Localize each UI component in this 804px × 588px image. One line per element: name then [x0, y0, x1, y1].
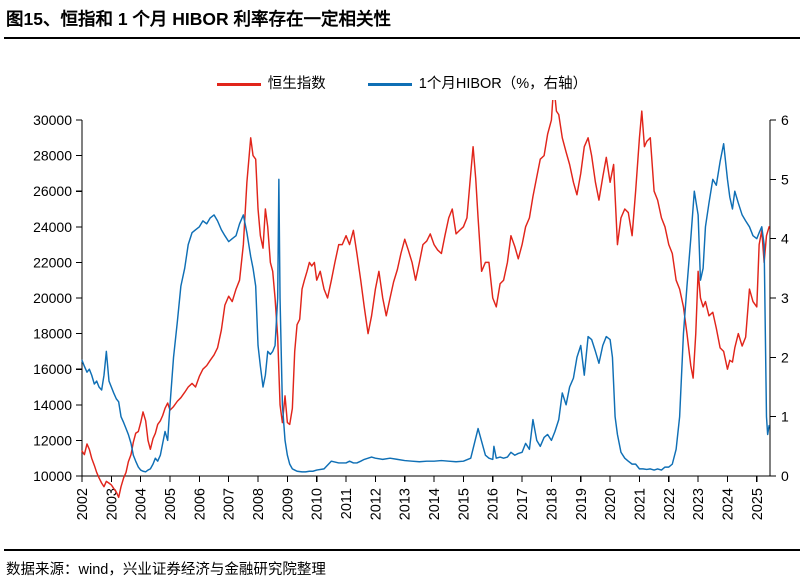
x-axis-tick-label: 2009 — [280, 488, 296, 520]
y-axis-right-tick-label: 6 — [781, 112, 789, 128]
x-axis-tick-label: 2012 — [368, 488, 384, 520]
y-axis-left-tick-label: 16000 — [33, 361, 72, 377]
y-axis-right-tick-label: 4 — [781, 231, 789, 247]
legend-swatch-hibor — [367, 82, 412, 86]
y-axis-left-tick-label: 28000 — [33, 148, 72, 164]
y-axis-left-tick-label: 20000 — [33, 290, 72, 306]
legend-item-hsi: 恒生指数 — [216, 75, 326, 92]
x-axis-tick-label: 2024 — [720, 488, 736, 520]
y-axis-left-tick-label: 22000 — [33, 254, 72, 270]
x-axis-tick-label: 2016 — [486, 488, 502, 520]
figure-title-bar: 图15、恒指和 1 个月 HIBOR 利率存在一定相关性 — [0, 0, 804, 38]
x-axis-tick-label: 2014 — [427, 488, 443, 520]
x-axis-tick-label: 2013 — [398, 488, 414, 520]
x-axis-tick-label: 2008 — [251, 488, 267, 520]
series-layer — [81, 100, 770, 499]
x-axis-tick-label: 2003 — [104, 488, 120, 520]
legend-label-hibor: 1个月HIBOR（%，右轴） — [418, 75, 588, 92]
y-axis-left-tick-label: 30000 — [33, 112, 72, 128]
y-axis-right-tick-label: 1 — [781, 409, 789, 425]
x-axis: 2002 2003 2004 2005 2006 2007 2008 2009 2010 2011… — [75, 475, 770, 520]
page-title: 图15、恒指和 1 个月 HIBOR 利率存在一定相关性 — [6, 9, 392, 29]
x-axis-tick-label: 2011 — [339, 488, 355, 519]
x-axis-tick-label: 2007 — [222, 488, 238, 520]
x-axis-tick-label: 2005 — [163, 488, 179, 520]
legend-item-hibor: 1个月HIBOR（%，右轴） — [367, 75, 588, 92]
chart-svg: 10000 12000 14000 16000 18000 20000 22000 24000… — [33, 100, 789, 520]
source-note: 数据来源：wind，兴业证券经济与金融研究院整理 — [6, 562, 326, 578]
source-divider — [4, 549, 800, 551]
x-axis-tick-label: 2018 — [544, 488, 560, 520]
title-divider — [4, 37, 800, 39]
legend-label-hsi: 恒生指数 — [267, 75, 326, 92]
legend-swatch-hsi — [216, 82, 261, 86]
x-axis-tick-label: 2023 — [691, 488, 707, 520]
x-axis-tick-label: 2015 — [456, 488, 472, 520]
y-axis-right-tick-label: 5 — [781, 171, 789, 187]
series-line-hsi — [81, 100, 770, 499]
y-axis-right-tick-label: 0 — [781, 468, 789, 484]
y-axis-right-tick-label: 2 — [781, 349, 789, 365]
series-line-hibor — [81, 143, 770, 473]
y-axis-left-tick-label: 12000 — [33, 432, 72, 448]
y-axis-left: 10000 12000 14000 16000 18000 20000 22000 24000… — [33, 112, 83, 484]
y-axis-left-tick-label: 26000 — [33, 183, 72, 199]
chart-plot-area: 10000 12000 14000 16000 18000 20000 22000 24000… — [0, 100, 804, 540]
x-axis-tick-label: 2006 — [192, 488, 208, 520]
x-axis-tick-label: 2002 — [75, 488, 91, 520]
y-axis-right: 0 1 2 3 4 5 6 — [769, 112, 789, 484]
x-axis-tick-label: 2021 — [632, 488, 648, 520]
y-axis-left-tick-label: 24000 — [33, 219, 72, 235]
y-axis-left-tick-label: 18000 — [33, 326, 72, 342]
x-axis-tick-label: 2017 — [515, 488, 531, 520]
x-axis-tick-label: 2004 — [134, 488, 150, 520]
x-axis-tick-label: 2020 — [603, 488, 619, 520]
x-axis-tick-label: 2022 — [662, 488, 678, 520]
x-axis-tick-label: 2010 — [310, 488, 326, 520]
x-axis-tick-label: 2025 — [750, 488, 766, 520]
x-axis-tick-label: 2019 — [574, 488, 590, 520]
chart-legend: 恒生指数 1个月HIBOR（%，右轴） — [0, 72, 804, 96]
y-axis-right-tick-label: 3 — [781, 290, 789, 306]
y-axis-left-tick-label: 14000 — [33, 397, 72, 413]
y-axis-left-tick-label: 10000 — [33, 468, 72, 484]
